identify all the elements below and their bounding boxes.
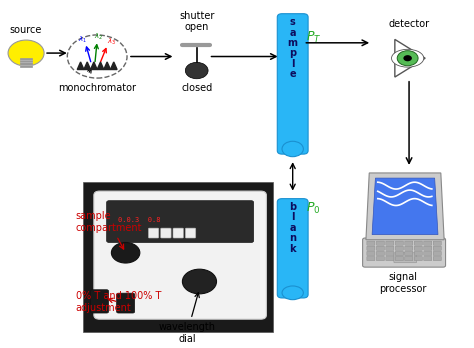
FancyBboxPatch shape bbox=[386, 256, 394, 261]
FancyBboxPatch shape bbox=[376, 241, 384, 245]
FancyBboxPatch shape bbox=[277, 14, 308, 154]
FancyBboxPatch shape bbox=[433, 241, 441, 245]
FancyBboxPatch shape bbox=[395, 256, 403, 261]
FancyBboxPatch shape bbox=[94, 191, 266, 319]
Polygon shape bbox=[104, 62, 110, 70]
Text: detector: detector bbox=[389, 19, 429, 29]
FancyBboxPatch shape bbox=[367, 246, 375, 250]
FancyBboxPatch shape bbox=[367, 241, 375, 245]
FancyBboxPatch shape bbox=[386, 246, 394, 250]
Text: closed: closed bbox=[181, 83, 212, 93]
Circle shape bbox=[8, 40, 44, 66]
Polygon shape bbox=[366, 173, 444, 240]
Polygon shape bbox=[110, 62, 117, 70]
Ellipse shape bbox=[282, 286, 303, 300]
Text: monochromator: monochromator bbox=[58, 83, 136, 93]
FancyBboxPatch shape bbox=[376, 256, 384, 261]
FancyBboxPatch shape bbox=[405, 256, 413, 261]
Text: b
l
a
n
k: b l a n k bbox=[289, 202, 296, 254]
Text: signal
processor: signal processor bbox=[379, 272, 427, 294]
Circle shape bbox=[182, 269, 217, 294]
FancyBboxPatch shape bbox=[414, 256, 422, 261]
FancyBboxPatch shape bbox=[367, 256, 375, 261]
FancyBboxPatch shape bbox=[83, 182, 273, 332]
Polygon shape bbox=[84, 62, 91, 70]
FancyBboxPatch shape bbox=[161, 228, 171, 238]
Text: 0% T and 100% T
adjustment: 0% T and 100% T adjustment bbox=[76, 291, 161, 313]
FancyBboxPatch shape bbox=[386, 251, 394, 255]
FancyBboxPatch shape bbox=[107, 201, 254, 243]
Polygon shape bbox=[97, 62, 104, 70]
Text: sample
compartment: sample compartment bbox=[76, 211, 142, 249]
FancyBboxPatch shape bbox=[386, 241, 394, 245]
FancyBboxPatch shape bbox=[414, 246, 422, 250]
FancyBboxPatch shape bbox=[405, 246, 413, 250]
FancyBboxPatch shape bbox=[414, 251, 422, 255]
FancyBboxPatch shape bbox=[405, 251, 413, 255]
FancyBboxPatch shape bbox=[148, 228, 159, 238]
Text: $P_T$: $P_T$ bbox=[306, 30, 321, 45]
Text: shutter
open: shutter open bbox=[179, 11, 214, 32]
Circle shape bbox=[111, 243, 140, 263]
FancyBboxPatch shape bbox=[91, 290, 109, 313]
Text: wavelength
dial: wavelength dial bbox=[159, 293, 216, 343]
FancyBboxPatch shape bbox=[433, 246, 441, 250]
Text: $\lambda_1$: $\lambda_1$ bbox=[78, 35, 88, 45]
Text: 0.0.3  0.8: 0.0.3 0.8 bbox=[118, 217, 161, 223]
FancyBboxPatch shape bbox=[117, 293, 135, 313]
FancyBboxPatch shape bbox=[376, 251, 384, 255]
Polygon shape bbox=[91, 62, 97, 70]
FancyBboxPatch shape bbox=[414, 241, 422, 245]
FancyBboxPatch shape bbox=[433, 251, 441, 255]
FancyBboxPatch shape bbox=[424, 256, 432, 261]
Polygon shape bbox=[77, 62, 84, 70]
Ellipse shape bbox=[392, 49, 424, 67]
FancyBboxPatch shape bbox=[367, 251, 375, 255]
FancyBboxPatch shape bbox=[20, 58, 32, 67]
Text: $P_0$: $P_0$ bbox=[306, 201, 320, 216]
Circle shape bbox=[403, 55, 412, 61]
FancyBboxPatch shape bbox=[394, 253, 417, 263]
FancyBboxPatch shape bbox=[405, 241, 413, 245]
FancyBboxPatch shape bbox=[395, 246, 403, 250]
Text: s
a
m
p
l
e: s a m p l e bbox=[288, 17, 298, 79]
FancyBboxPatch shape bbox=[395, 241, 403, 245]
FancyBboxPatch shape bbox=[395, 251, 403, 255]
FancyBboxPatch shape bbox=[277, 199, 308, 298]
Circle shape bbox=[397, 51, 418, 66]
FancyBboxPatch shape bbox=[185, 228, 196, 238]
FancyBboxPatch shape bbox=[433, 256, 441, 261]
FancyBboxPatch shape bbox=[424, 251, 432, 255]
FancyBboxPatch shape bbox=[376, 246, 384, 250]
Polygon shape bbox=[372, 178, 438, 235]
Ellipse shape bbox=[282, 141, 303, 157]
FancyBboxPatch shape bbox=[173, 228, 183, 238]
Text: $\lambda_2$: $\lambda_2$ bbox=[94, 31, 103, 41]
FancyBboxPatch shape bbox=[424, 246, 432, 250]
FancyBboxPatch shape bbox=[363, 238, 446, 267]
Text: $\lambda_3$: $\lambda_3$ bbox=[107, 37, 116, 47]
FancyBboxPatch shape bbox=[424, 241, 432, 245]
Text: source: source bbox=[10, 25, 42, 35]
Circle shape bbox=[185, 62, 208, 79]
